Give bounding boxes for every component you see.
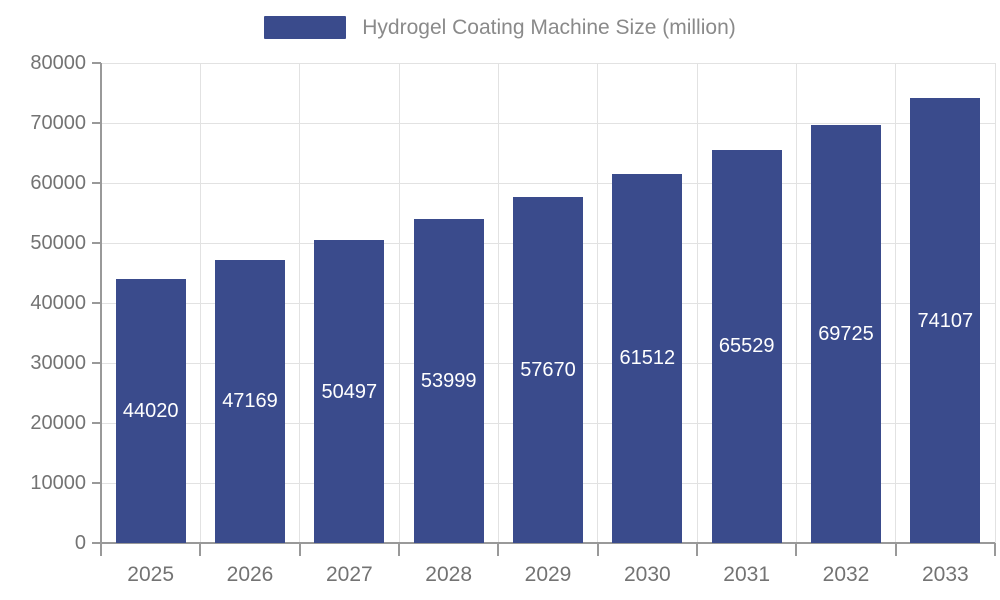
x-axis-tick-label: 2028 xyxy=(425,563,473,586)
bar-value-label: 69725 xyxy=(818,322,874,345)
bar-2032[interactable] xyxy=(811,124,881,543)
y-axis-tick-label: 60000 xyxy=(30,172,86,194)
y-axis-tick-label: 40000 xyxy=(30,292,86,314)
y-tick xyxy=(92,362,101,364)
y-axis-tick-label: 20000 xyxy=(30,412,86,434)
legend: Hydrogel Coating Machine Size (million) xyxy=(0,16,1000,39)
x-axis-tick-label: 2026 xyxy=(226,563,274,586)
x-gridline xyxy=(795,63,797,543)
y-axis-tick-label: 0 xyxy=(74,532,86,554)
x-tick xyxy=(497,543,500,556)
y-axis-line xyxy=(100,63,102,543)
x-axis-tick-label: 2032 xyxy=(822,563,870,586)
x-axis-tick-label: 2031 xyxy=(723,563,771,586)
y-tick xyxy=(92,542,101,544)
bar-2033[interactable] xyxy=(910,98,981,543)
x-tick xyxy=(994,543,996,556)
x-gridline xyxy=(497,63,499,543)
bar-2030[interactable] xyxy=(612,173,683,543)
x-tick xyxy=(100,543,102,556)
x-axis-tick-label: 2030 xyxy=(623,563,671,586)
x-tick xyxy=(199,543,202,556)
bar-value-label: 61512 xyxy=(619,347,676,370)
bar-value-label: 47169 xyxy=(222,390,278,413)
bar-2029[interactable] xyxy=(513,196,583,543)
x-axis-tick-label: 2033 xyxy=(921,563,969,586)
y-axis-tick-label: 80000 xyxy=(30,52,86,74)
y-axis-tick-label: 50000 xyxy=(30,232,86,254)
x-gridline xyxy=(696,63,698,543)
legend-swatch[interactable] xyxy=(264,16,347,39)
x-tick xyxy=(696,543,698,556)
bar-2026[interactable] xyxy=(215,259,285,543)
x-gridline xyxy=(994,63,996,543)
y-gridline xyxy=(101,62,995,64)
x-gridline xyxy=(597,63,599,543)
y-axis-tick-label: 70000 xyxy=(30,112,86,134)
bar-value-label: 53999 xyxy=(420,370,477,392)
y-tick xyxy=(92,62,101,64)
x-gridline xyxy=(398,63,400,543)
y-tick xyxy=(92,242,101,244)
x-tick xyxy=(795,543,798,556)
x-axis-tick-label: 2027 xyxy=(325,563,373,586)
bar-value-label: 44020 xyxy=(122,399,179,422)
x-axis-line xyxy=(101,542,995,544)
y-gridline xyxy=(101,122,995,124)
bar-value-label: 65529 xyxy=(718,335,775,358)
x-axis-tick-label: 2029 xyxy=(524,563,572,586)
x-gridline xyxy=(199,63,201,543)
y-tick xyxy=(92,302,101,304)
bar-2025[interactable] xyxy=(115,278,186,543)
bar-value-label: 74107 xyxy=(917,309,974,332)
y-tick xyxy=(92,122,101,124)
x-tick xyxy=(894,543,897,556)
x-gridline xyxy=(895,63,897,543)
x-tick xyxy=(398,543,400,556)
y-tick xyxy=(92,482,101,484)
bar-2028[interactable] xyxy=(413,219,484,543)
bar-value-label: 57670 xyxy=(520,358,576,381)
x-gridline xyxy=(299,63,301,543)
x-tick xyxy=(596,543,599,556)
y-tick xyxy=(92,422,101,424)
x-tick xyxy=(298,543,301,556)
y-tick xyxy=(92,182,101,184)
bar-value-label: 50497 xyxy=(321,380,378,403)
y-gridline xyxy=(101,182,995,184)
bar-2031[interactable] xyxy=(711,149,782,543)
legend-label[interactable]: Hydrogel Coating Machine Size (million) xyxy=(362,16,736,39)
y-axis-tick-label: 30000 xyxy=(30,352,86,374)
y-axis-tick-label: 10000 xyxy=(30,472,86,494)
x-axis-tick-label: 2025 xyxy=(127,563,175,586)
bar-2027[interactable] xyxy=(314,240,385,543)
